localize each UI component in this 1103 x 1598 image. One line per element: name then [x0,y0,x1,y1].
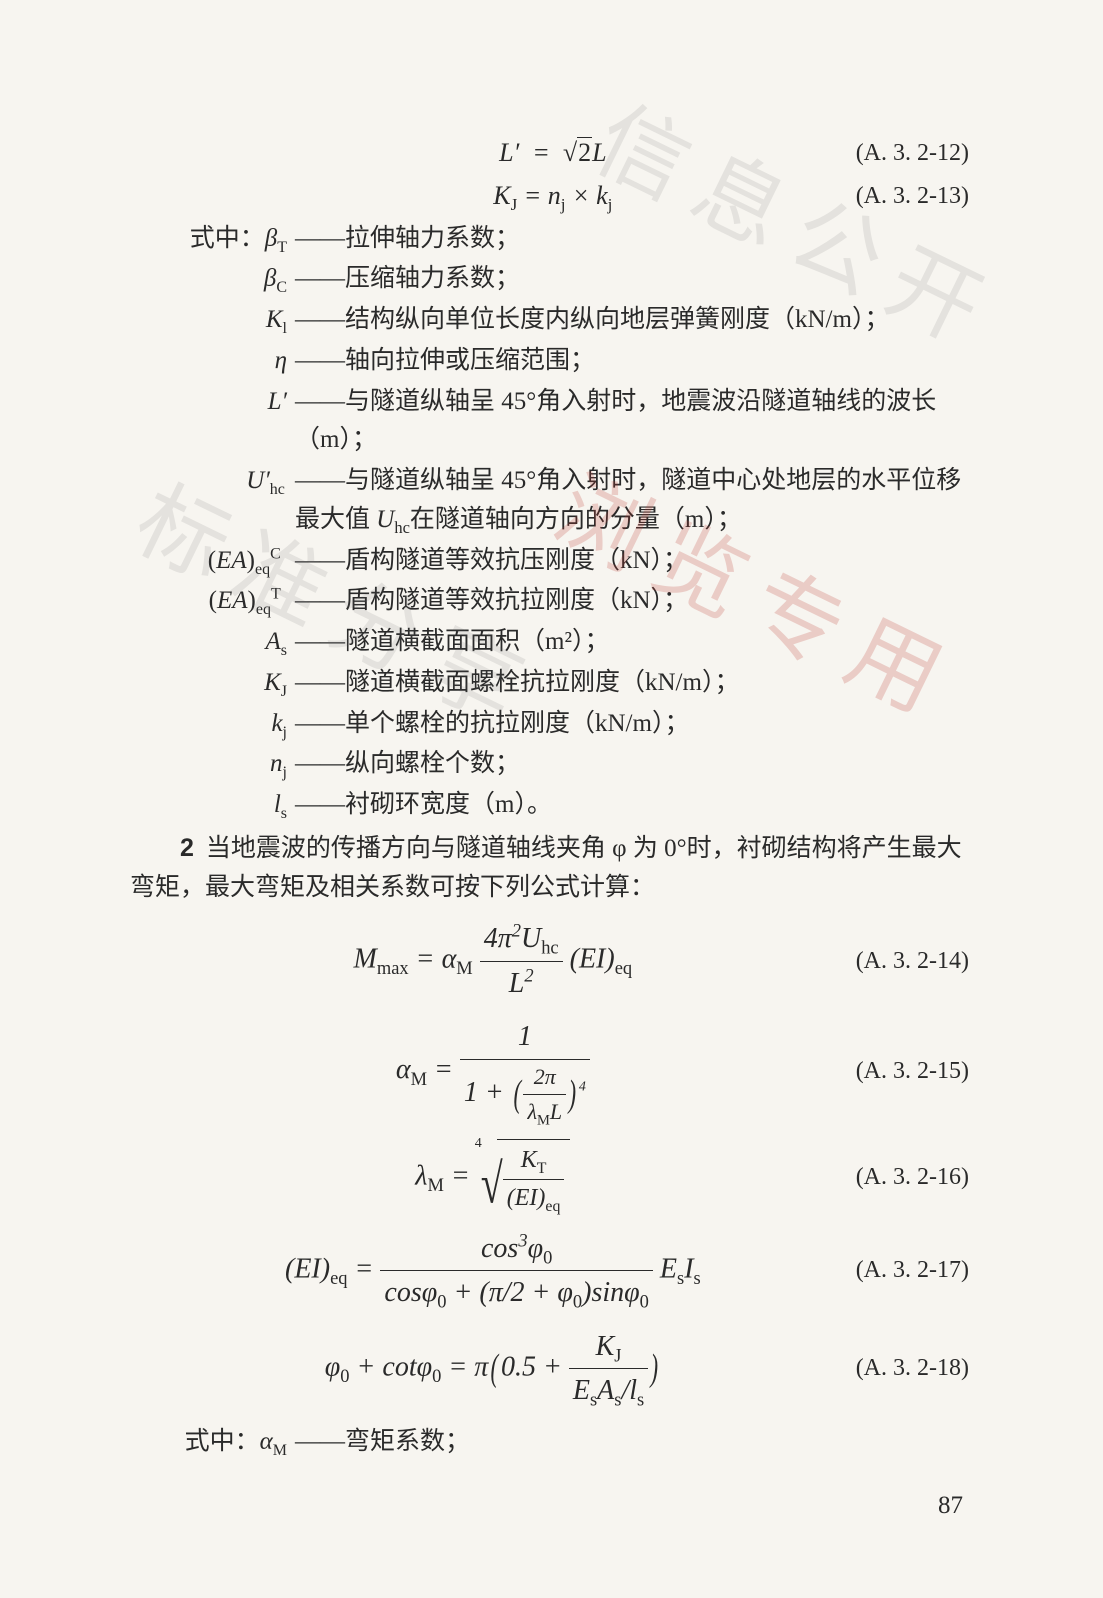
page-number: 87 [938,1487,963,1526]
equation-row: φ0 + cotφ0 = π(0.5 + KJEsAs/ls) (A. 3. 2… [130,1325,973,1413]
equation-row: λM = 4KT(EI)eq (A. 3. 2-16) [130,1139,973,1217]
paragraph-text: 当地震波的传播方向与隧道轴线夹角 φ 为 0°时，衬砌结构将产生最大弯矩，最大弯… [130,835,962,901]
definition-desc: ——弯矩系数； [295,1423,973,1462]
definition-list: 式中：αM ——弯矩系数； [130,1423,973,1462]
definition-desc: ——衬砌环宽度（m）。 [295,786,973,825]
equation-row: Mmax = αM 4π2UhcL2 (EI)eq (A. 3. 2-14) [130,917,973,1005]
equation-formula: αM = 11 + (2πλML)4 [130,1015,856,1129]
definition-symbol: (EA)eqT [130,582,295,621]
definition-desc: ——隧道横截面面积（m²）； [295,623,973,662]
equation-number: (A. 3. 2-14) [856,943,973,980]
definition-desc: ——压缩轴力系数； [295,260,973,299]
definition-symbol: 式中：βT [130,220,295,259]
clause-number: 2 [180,834,206,862]
equation-number: (A. 3. 2-17) [856,1252,973,1289]
equation-row: αM = 11 + (2πλML)4 (A. 3. 2-15) [130,1015,973,1129]
definition-desc: ——结构纵向单位长度内纵向地层弹簧刚度（kN/m）； [295,301,973,340]
equation-formula: (EI)eq = cos3φ0cosφ0 + (π/2 + φ0)sinφ0 E… [130,1227,856,1315]
definition-desc: ——与隧道纵轴呈 45°角入射时，地震波沿隧道轴线的波长（m）； [295,383,973,461]
equation-number: (A. 3. 2-12) [856,135,973,172]
equation-number: (A. 3. 2-15) [856,1053,973,1090]
definition-desc: ——与隧道纵轴呈 45°角入射时，隧道中心处地层的水平位移最大值 Uhc在隧道轴… [295,462,973,540]
definition-desc: ——盾构隧道等效抗压刚度（kN）； [295,542,973,581]
definition-desc: ——盾构隧道等效抗拉刚度（kN）； [295,582,973,621]
definition-desc: ——纵向螺栓个数； [295,745,973,784]
equation-number: (A. 3. 2-13) [856,178,973,215]
definition-symbol: ls [130,786,295,825]
equation-row: L′ = √2L (A. 3. 2-12) [130,133,973,173]
definition-symbol: U′hc [130,462,295,540]
definition-symbol: As [130,623,295,662]
definition-symbol: βC [130,260,295,299]
equation-number: (A. 3. 2-16) [856,1159,973,1196]
definition-desc: ——拉伸轴力系数； [295,220,973,259]
definition-symbol: 式中：αM [130,1423,295,1462]
definition-desc: ——单个螺栓的抗拉刚度（kN/m）； [295,705,973,744]
paragraph: 2当地震波的传播方向与隧道轴线夹角 φ 为 0°时，衬砌结构将产生最大弯矩，最大… [130,829,973,908]
definition-list: 式中：βT ——拉伸轴力系数； βC——压缩轴力系数； Kl——结构纵向单位长度… [130,220,973,825]
equation-row: KJ = nj × kj (A. 3. 2-13) [130,176,973,216]
equation-formula: φ0 + cotφ0 = π(0.5 + KJEsAs/ls) [130,1325,856,1413]
definition-desc: ——轴向拉伸或压缩范围； [295,342,973,381]
equation-formula: Mmax = αM 4π2UhcL2 (EI)eq [130,917,856,1005]
equation-row: (EI)eq = cos3φ0cosφ0 + (π/2 + φ0)sinφ0 E… [130,1227,973,1315]
equation-number: (A. 3. 2-18) [856,1350,973,1387]
definition-desc: ——隧道横截面螺栓抗拉刚度（kN/m）； [295,664,973,703]
equation-formula: L′ = √2L [130,133,856,173]
definition-symbol: L′ [130,383,295,461]
definition-symbol: Kl [130,301,295,340]
equation-formula: KJ = nj × kj [130,176,856,216]
definition-symbol: (EA)eqC [130,542,295,581]
definition-row: 式中：βT ——拉伸轴力系数； [130,220,973,259]
definition-symbol: nj [130,745,295,784]
definition-row: 式中：αM ——弯矩系数； [130,1423,973,1462]
definition-symbol: η [130,342,295,381]
definition-symbol: kj [130,705,295,744]
equation-formula: λM = 4KT(EI)eq [130,1139,856,1217]
definition-symbol: KJ [130,664,295,703]
